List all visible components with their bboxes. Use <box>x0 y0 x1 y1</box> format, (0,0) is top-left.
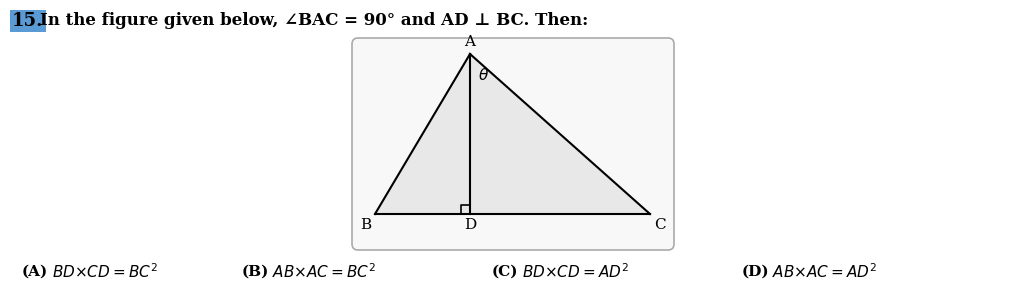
Text: $AB × AC = AD^{2}$: $AB × AC = AD^{2}$ <box>772 263 878 281</box>
Polygon shape <box>375 54 650 214</box>
Text: $BD × CD = BC^{2}$: $BD × CD = BC^{2}$ <box>52 263 158 281</box>
Text: (B): (B) <box>242 265 269 279</box>
Text: (C): (C) <box>492 265 518 279</box>
Text: $BD × CD = AD^{2}$: $BD × CD = AD^{2}$ <box>522 263 629 281</box>
Text: θ: θ <box>479 68 488 83</box>
Text: In the figure given below, ∠BAC = 90° and AD ⊥ BC. Then:: In the figure given below, ∠BAC = 90° an… <box>40 12 588 29</box>
Text: A: A <box>465 35 475 49</box>
Text: B: B <box>359 218 371 232</box>
Text: (A): (A) <box>22 265 48 279</box>
Text: D: D <box>464 218 476 232</box>
Text: (D): (D) <box>742 265 770 279</box>
Text: C: C <box>654 218 666 232</box>
Text: $AB × AC = BC^{2}$: $AB × AC = BC^{2}$ <box>272 263 376 281</box>
Text: 15.: 15. <box>12 12 43 30</box>
FancyBboxPatch shape <box>352 38 674 250</box>
